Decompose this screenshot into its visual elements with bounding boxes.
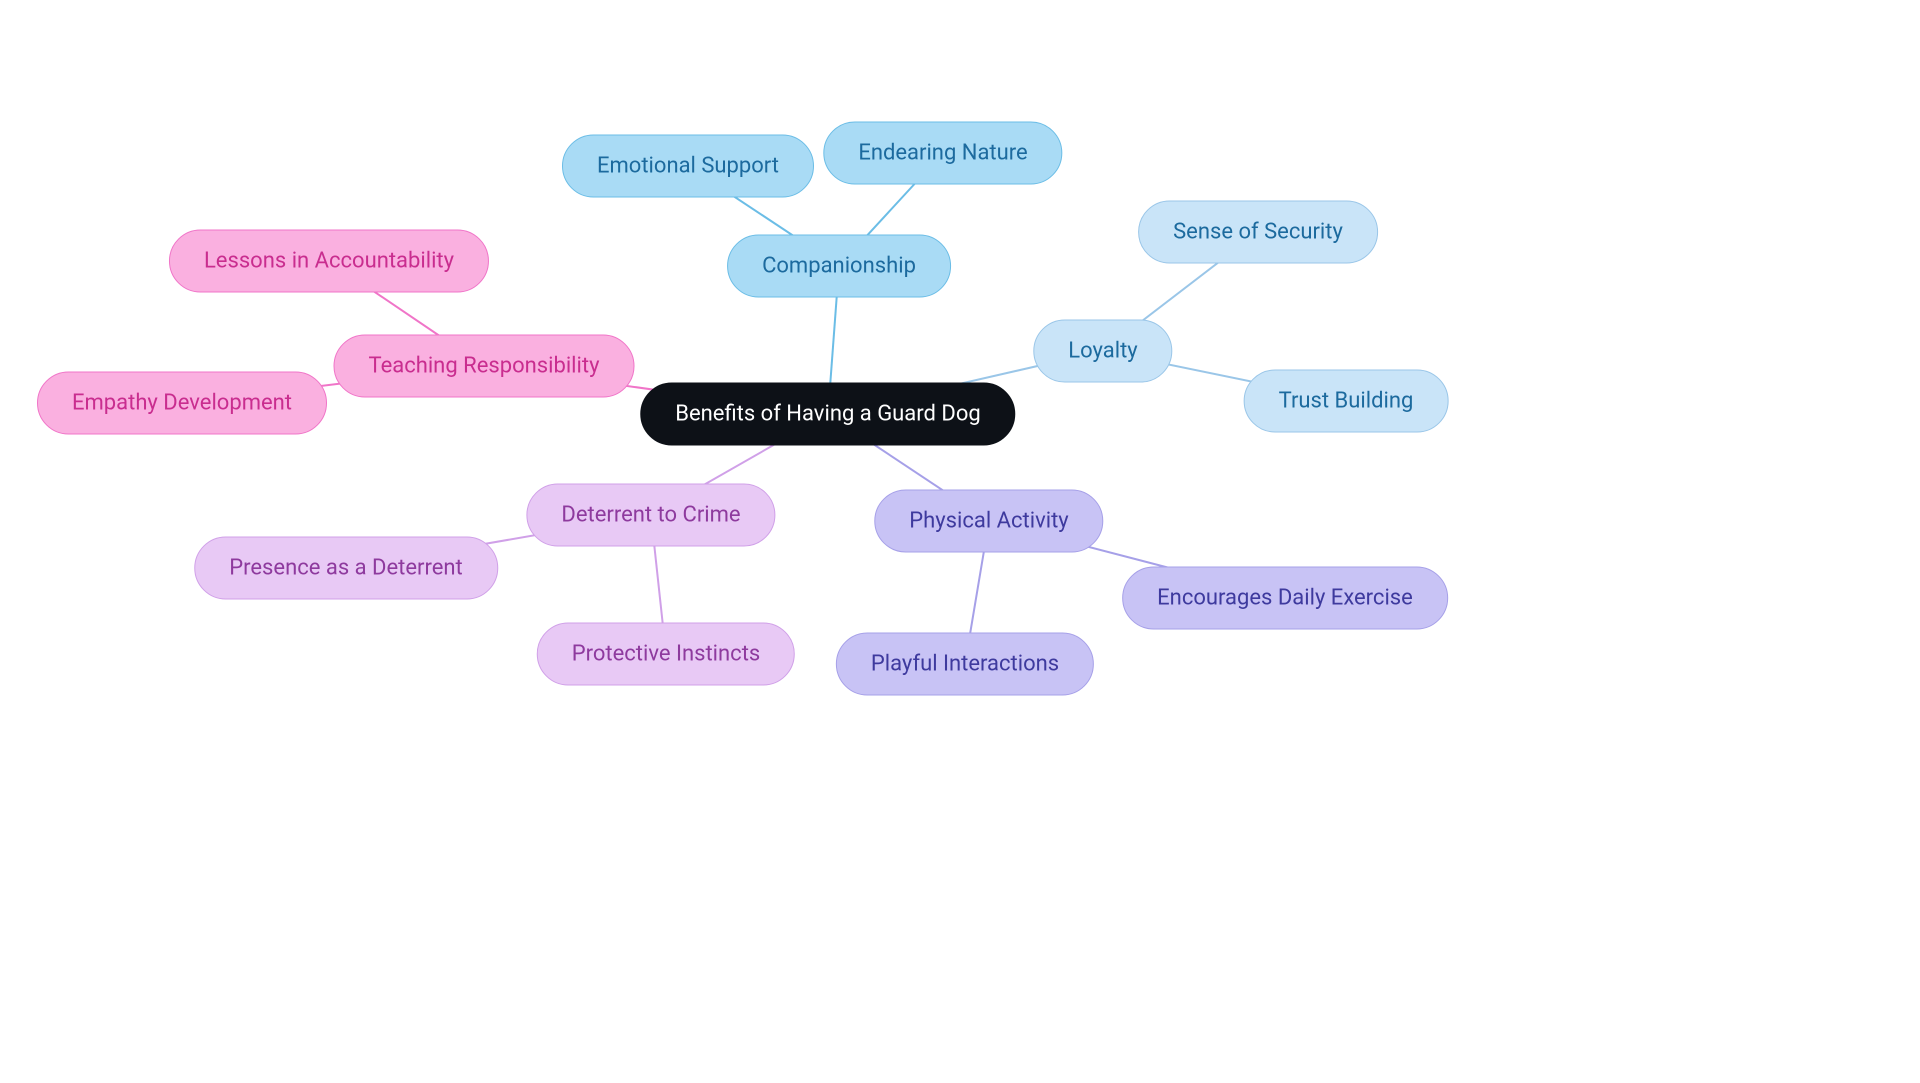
node-responsibility[interactable]: Teaching Responsibility xyxy=(334,335,635,398)
node-playful[interactable]: Playful Interactions xyxy=(836,633,1094,696)
node-deterrent[interactable]: Deterrent to Crime xyxy=(526,484,775,547)
node-presence[interactable]: Presence as a Deterrent xyxy=(194,537,498,600)
node-label: Emotional Support xyxy=(597,154,779,179)
node-loyalty[interactable]: Loyalty xyxy=(1033,320,1172,383)
node-label: Deterrent to Crime xyxy=(561,503,740,528)
node-root[interactable]: Benefits of Having a Guard Dog xyxy=(640,383,1015,446)
node-label: Physical Activity xyxy=(909,509,1068,534)
node-physical[interactable]: Physical Activity xyxy=(874,490,1103,553)
node-label: Playful Interactions xyxy=(871,652,1059,677)
node-label: Companionship xyxy=(762,254,916,279)
node-security[interactable]: Sense of Security xyxy=(1138,201,1378,264)
node-trust[interactable]: Trust Building xyxy=(1244,370,1449,433)
node-exercise[interactable]: Encourages Daily Exercise xyxy=(1122,567,1448,630)
node-label: Protective Instincts xyxy=(572,642,760,667)
node-protective[interactable]: Protective Instincts xyxy=(537,623,795,686)
node-label: Empathy Development xyxy=(72,391,292,416)
node-label: Loyalty xyxy=(1068,339,1137,364)
mindmap-canvas: Benefits of Having a Guard Dog Companions… xyxy=(0,0,1920,1083)
node-label: Encourages Daily Exercise xyxy=(1157,586,1413,611)
node-label: Benefits of Having a Guard Dog xyxy=(675,402,980,427)
node-label: Trust Building xyxy=(1279,389,1414,414)
node-emotional[interactable]: Emotional Support xyxy=(562,135,814,198)
node-empathy[interactable]: Empathy Development xyxy=(37,372,327,435)
node-label: Lessons in Accountability xyxy=(204,249,454,274)
node-lessons[interactable]: Lessons in Accountability xyxy=(169,230,489,293)
node-label: Sense of Security xyxy=(1173,220,1343,245)
node-label: Endearing Nature xyxy=(858,141,1027,166)
node-label: Presence as a Deterrent xyxy=(229,556,463,581)
node-endearing[interactable]: Endearing Nature xyxy=(823,122,1062,185)
node-label: Teaching Responsibility xyxy=(369,354,600,379)
node-companionship[interactable]: Companionship xyxy=(727,235,951,298)
